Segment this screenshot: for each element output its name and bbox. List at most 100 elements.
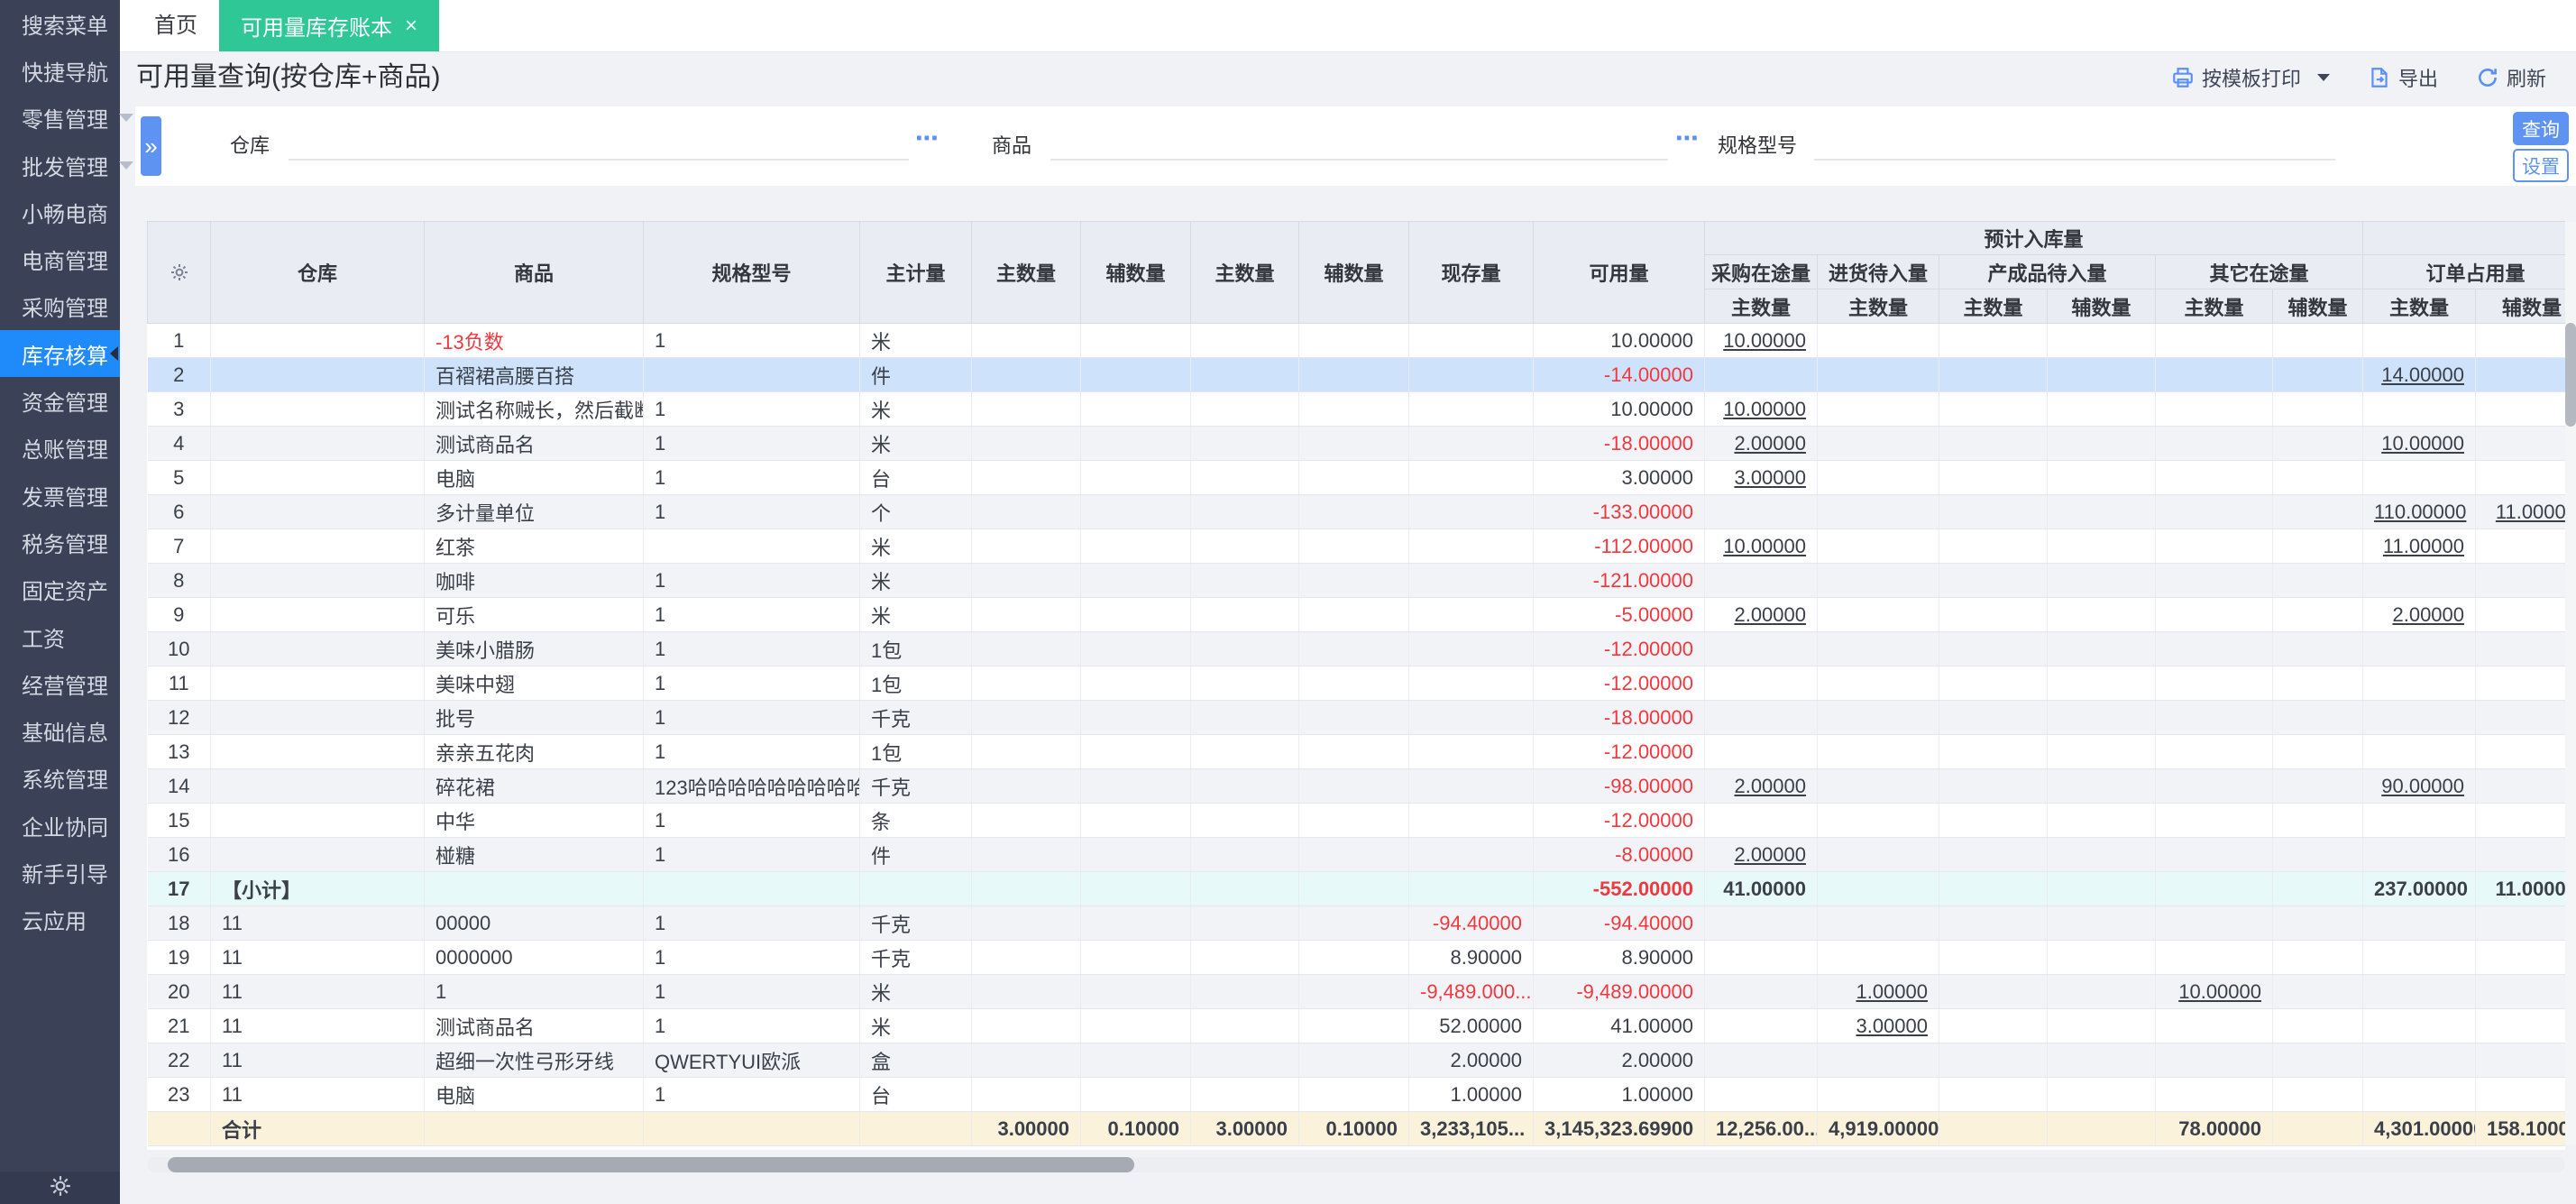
table-cell[interactable]: 3.00000 bbox=[1817, 1008, 1939, 1043]
table-cell[interactable]: 10.00000 bbox=[1704, 528, 1818, 564]
table-cell[interactable]: 2.00000 bbox=[1704, 597, 1818, 632]
table-cell[interactable]: 10.00000 bbox=[1704, 323, 1818, 358]
sidebar-item-19[interactable]: 新手引导 bbox=[0, 849, 120, 896]
table-row[interactable]: 5 电脑 1 台 3.00000 3.00000 bbox=[147, 460, 2565, 495]
sidebar-item-14[interactable]: 工资 bbox=[0, 613, 120, 660]
table-cell[interactable]: 1.00000 bbox=[1817, 974, 1939, 1009]
table-row[interactable]: 20 11 1 1 米 -9,489.000... -9,489.00000 1.00000 1… bbox=[147, 974, 2565, 1009]
drilldown-link[interactable]: 1.00000 bbox=[1856, 979, 1928, 1003]
table-cell[interactable]: 11.00000 bbox=[2362, 528, 2477, 564]
filter-input-1[interactable] bbox=[289, 159, 909, 161]
table-row[interactable]: 1 -13负数 1 米 10.00000 10.00000 bbox=[147, 323, 2565, 358]
drilldown-link[interactable]: 3.00000 bbox=[1856, 1014, 1928, 1037]
drilldown-link[interactable]: 2.00000 bbox=[1734, 431, 1806, 455]
drilldown-link[interactable]: 14.00000 bbox=[2381, 363, 2465, 386]
table-row[interactable]: 8 咖啡 1 米 -121.00000 bbox=[147, 563, 2565, 598]
table-row[interactable]: 15 中华 1 条 -12.00000 bbox=[147, 803, 2565, 838]
table-cell[interactable]: 2.00000 bbox=[1704, 426, 1818, 461]
sidebar-item-3[interactable]: 零售管理 bbox=[0, 95, 133, 142]
table-cell[interactable]: 110.00000 bbox=[2362, 494, 2477, 529]
toolbar-export-button[interactable]: 导出 bbox=[2368, 63, 2438, 92]
drilldown-link[interactable]: 2.00000 bbox=[1734, 842, 1806, 866]
sidebar-item-18[interactable]: 企业协同 bbox=[0, 802, 120, 849]
table-cell bbox=[1298, 940, 1409, 975]
drilldown-link[interactable]: 2.00000 bbox=[2392, 602, 2465, 626]
drilldown-link[interactable]: 2.00000 bbox=[1734, 602, 1806, 626]
sidebar-item-6[interactable]: 电商管理 bbox=[0, 235, 120, 282]
sidebar-item-20[interactable]: 云应用 bbox=[0, 896, 120, 943]
sidebar-item-13[interactable]: 固定资产 bbox=[0, 566, 120, 613]
table-row[interactable]: 22 11 超细一次性弓形牙线 QWERTYUI欧派盒 2.00000 2.00000 bbox=[147, 1043, 2565, 1078]
table-row[interactable]: 17 【小计】 -552.00000 41.00000 237.00000 11.0000… bbox=[147, 871, 2565, 906]
drilldown-link[interactable]: 3.00000 bbox=[1734, 465, 1806, 489]
horizontal-scrollbar-thumb[interactable] bbox=[168, 1157, 1134, 1172]
table-cell[interactable]: 14.00000 bbox=[2362, 357, 2477, 392]
sidebar-item-7[interactable]: 采购管理 bbox=[0, 283, 120, 330]
total-row[interactable]: 合计 3.00000 0.10000 3.00000 0.10000 3,233,105.… bbox=[147, 1111, 2565, 1146]
table-row[interactable]: 4 测试商品名 1 米 -18.00000 2.00000 10.00000 bbox=[147, 426, 2565, 461]
drilldown-link[interactable]: 11.00000 bbox=[2382, 534, 2465, 557]
table-row[interactable]: 21 11 测试商品名 1 米 52.00000 41.00000 3.00000 bbox=[147, 1008, 2565, 1043]
tab-available-ledger[interactable]: 可用量库存账本 × bbox=[219, 0, 440, 51]
sidebar-item-16[interactable]: 基础信息 bbox=[0, 707, 120, 754]
filter-input-3[interactable] bbox=[1814, 159, 2335, 161]
toolbar-printer-button[interactable]: 按模板打印 bbox=[2171, 63, 2330, 92]
gear-icon[interactable] bbox=[149, 262, 210, 283]
table-row[interactable]: 7 红茶 米 -112.00000 10.00000 11.00000 bbox=[147, 528, 2565, 564]
toolbar-refresh-button[interactable]: 刷新 bbox=[2476, 63, 2546, 92]
ellipsis-picker-icon[interactable]: ⋯ bbox=[1675, 124, 1701, 152]
sidebar-item-9[interactable]: 资金管理 bbox=[0, 377, 120, 424]
vertical-scrollbar-thumb[interactable] bbox=[2565, 323, 2576, 427]
sidebar-item-1[interactable]: 搜索菜单 bbox=[0, 0, 120, 47]
table-cell[interactable]: 10.00000 bbox=[2362, 426, 2477, 461]
drilldown-link[interactable]: 10.00000 bbox=[2381, 431, 2465, 455]
tab-close-icon[interactable]: × bbox=[405, 13, 418, 38]
drilldown-link[interactable]: 10.00000 bbox=[2178, 979, 2261, 1003]
drilldown-link[interactable]: 10.00000 bbox=[1723, 328, 1806, 352]
table-cell[interactable]: 2.00000 bbox=[1704, 837, 1818, 872]
drilldown-link[interactable]: 110.00000 bbox=[2374, 500, 2467, 523]
table-row[interactable]: 10 美味小腊肠 1 1包 -12.00000 bbox=[147, 631, 2565, 666]
drilldown-link[interactable]: 11.00000 bbox=[2495, 500, 2565, 523]
table-row[interactable]: 23 11 电脑 1 台 1.00000 1.00000 bbox=[147, 1077, 2565, 1112]
table-row[interactable]: 16 椪糖 1 件 -8.00000 2.00000 bbox=[147, 837, 2565, 872]
table-row[interactable]: 19 11 0000000 1 千克 8.90000 8.90000 bbox=[147, 940, 2565, 975]
table-row[interactable]: 18 11 00000 1 千克 -94.40000 -94.40000 bbox=[147, 905, 2565, 941]
table-cell[interactable]: 11.00000 bbox=[2475, 494, 2565, 529]
drilldown-link[interactable]: 10.00000 bbox=[1723, 534, 1806, 557]
sidebar-item-8[interactable]: 库存核算 bbox=[0, 330, 120, 378]
drilldown-link[interactable]: 10.00000 bbox=[1723, 397, 1806, 420]
sidebar-item-5[interactable]: 小畅电商 bbox=[0, 188, 120, 235]
settings-button[interactable]: 设置 bbox=[2513, 149, 2569, 182]
table-cell[interactable]: 10.00000 bbox=[1704, 391, 1818, 427]
table-row[interactable]: 14 碎花裙123哈哈哈哈哈哈哈哈哈哈哈哈...千克 -98.00000 2.0000… bbox=[147, 768, 2565, 804]
sidebar-item-17[interactable]: 系统管理 bbox=[0, 755, 120, 802]
sidebar-item-11[interactable]: 发票管理 bbox=[0, 472, 120, 519]
tab-home[interactable]: 首页 bbox=[154, 14, 197, 38]
table-row[interactable]: 3 测试名称贼长，然后截断有没...1米 10.00000 10.00000 bbox=[147, 391, 2565, 427]
table-row[interactable]: 11 美味中翅 1 1包 -12.00000 bbox=[147, 666, 2565, 701]
sidebar-item-15[interactable]: 经营管理 bbox=[0, 660, 120, 707]
table-cell bbox=[2475, 803, 2565, 838]
table-row[interactable]: 2 百褶裙高腰百搭 件 -14.00000 14.00000 bbox=[147, 357, 2565, 392]
table-cell[interactable]: 10.00000 bbox=[2155, 974, 2273, 1009]
filter-input-2[interactable] bbox=[1050, 159, 1668, 161]
ellipsis-picker-icon[interactable]: ⋯ bbox=[915, 124, 940, 152]
expand-filters-button[interactable]: » bbox=[141, 116, 161, 176]
drilldown-link[interactable]: 2.00000 bbox=[1734, 774, 1806, 797]
sidebar-item-4[interactable]: 批发管理 bbox=[0, 142, 133, 188]
table-cell[interactable]: 3.00000 bbox=[1704, 460, 1818, 495]
table-cell[interactable]: 2.00000 bbox=[2362, 597, 2477, 632]
drilldown-link[interactable]: 90.00000 bbox=[2381, 774, 2465, 797]
gear-icon[interactable] bbox=[49, 1174, 72, 1202]
query-button[interactable]: 查询 bbox=[2513, 112, 2569, 145]
sidebar-item-10[interactable]: 总账管理 bbox=[0, 425, 120, 472]
table-cell[interactable]: 90.00000 bbox=[2362, 768, 2477, 804]
table-row[interactable]: 9 可乐 1 米 -5.00000 2.00000 2.00000 bbox=[147, 597, 2565, 632]
table-row[interactable]: 12 批号 1 千克 -18.00000 bbox=[147, 700, 2565, 735]
table-row[interactable]: 13 亲亲五花肉 1 1包 -12.00000 bbox=[147, 734, 2565, 769]
table-cell[interactable]: 2.00000 bbox=[1704, 768, 1818, 804]
sidebar-item-2[interactable]: 快捷导航 bbox=[0, 47, 120, 94]
sidebar-item-12[interactable]: 税务管理 bbox=[0, 519, 120, 565]
